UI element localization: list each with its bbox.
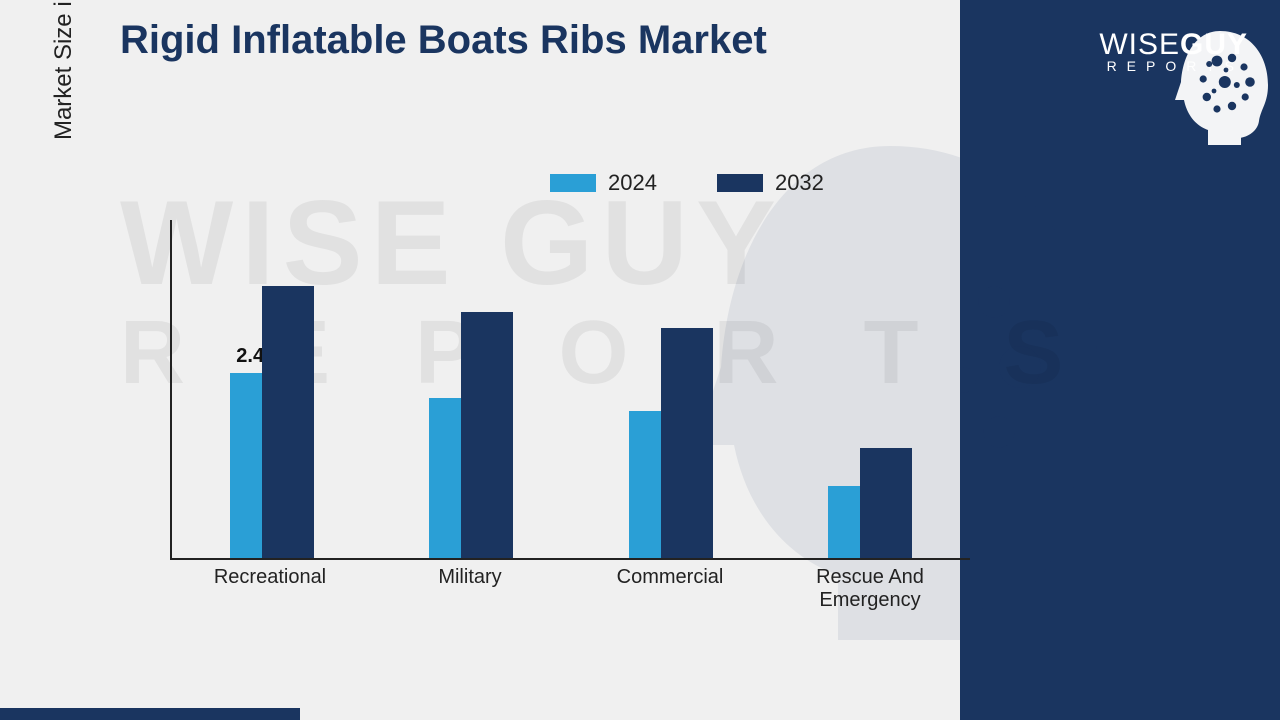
chart-area: 2.45 RecreationalMilitaryCommercialRescu… [110,200,970,600]
bar-group [795,220,945,558]
x-axis-label: Recreational [195,566,345,612]
bar-2032 [461,312,513,558]
brand-head-icon [1160,25,1280,145]
legend-label-2032: 2032 [775,170,824,196]
bar-groups: 2.45 [172,220,970,558]
legend-item-2024: 2024 [550,170,657,196]
bar-group: 2.45 [197,220,347,558]
legend-swatch-2032 [717,174,763,192]
bar-2032 [661,328,713,558]
x-axis-label: Commercial [595,566,745,612]
plot-area: 2.45 [170,220,970,560]
x-axis-label: Rescue And Emergency [795,566,945,612]
chart-canvas: WISE GUY R E P O R T S Rigid Inflatable … [0,0,1280,720]
bar-2032 [860,448,912,558]
bar-group [396,220,546,558]
bar-group [596,220,746,558]
bar-2032 [262,286,314,558]
x-axis-label: Military [395,566,545,612]
y-axis-label: Market Size in USD Billion [50,0,78,200]
legend: 2024 2032 [550,170,824,196]
chart-title: Rigid Inflatable Boats Ribs Market [120,18,767,63]
legend-label-2024: 2024 [608,170,657,196]
legend-swatch-2024 [550,174,596,192]
bottom-accent-bar [0,708,300,720]
x-axis-labels: Recreational Military Commercial Rescue And… [170,566,970,612]
legend-item-2032: 2032 [717,170,824,196]
